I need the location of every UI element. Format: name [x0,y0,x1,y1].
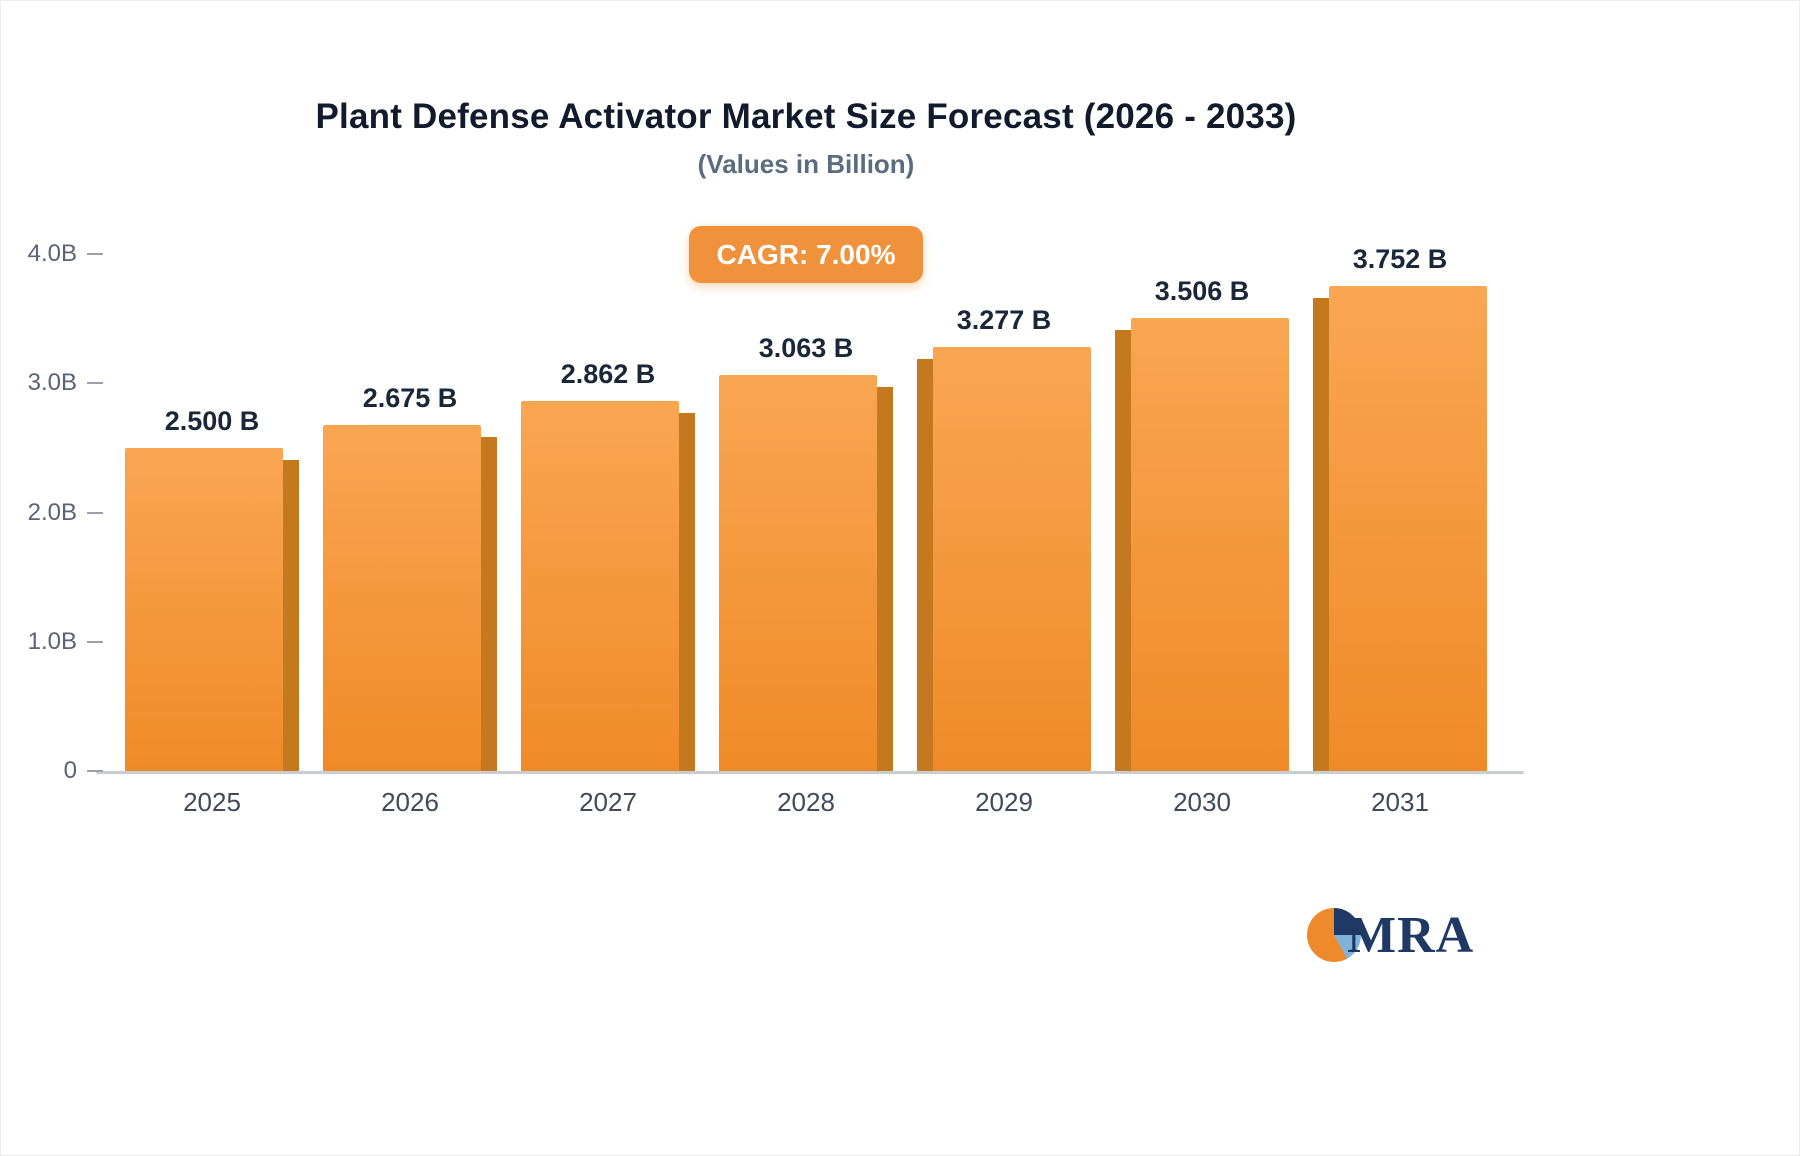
bar [1131,317,1289,771]
y-axis-tick-mark [87,511,103,514]
y-axis-tick-label: 1.0B [27,627,77,655]
logo-text: MRA [1347,906,1475,964]
x-axis-label: 2031 [1371,787,1429,817]
cagr-badge: CAGR: 7.00% [689,226,923,283]
bar [933,347,1091,771]
x-axis-label: 2025 [183,787,241,817]
x-axis-label: 2027 [579,787,637,817]
bar-value-label: 3.506 B [1154,275,1250,306]
y-axis-tick-mark [87,770,103,772]
bar-side-face [917,359,933,771]
bar-side-face [283,459,299,771]
y-axis-tick-mark [87,253,103,255]
bar [1329,286,1487,771]
x-axis-label: 2030 [1173,787,1231,817]
y-axis-tick-label: 4.0B [27,240,77,267]
brand-logo: MRA [1307,903,1487,967]
x-axis-label: 2028 [777,787,835,817]
bar-value-label: 3.752 B [1352,244,1448,275]
bar [125,447,283,771]
x-axis-label: 2029 [975,787,1033,817]
bar-value-label: 3.277 B [956,305,1052,336]
bar-value-label: 2.675 B [362,383,458,414]
bar-value-label: 2.862 B [560,359,656,390]
y-axis-tick-mark [87,382,103,385]
chart-subtitle: (Values in Billion) [697,149,915,179]
x-axis-label: 2026 [381,787,439,817]
bar-side-face [1115,329,1131,771]
y-axis-tick-mark [87,640,103,643]
chart-title: Plant Defense Activator Market Size Fore… [315,97,1297,136]
y-axis-tick-label: 2.0B [27,498,77,526]
bar-side-face [1313,298,1329,771]
logo-pie-icon [1307,908,1361,962]
bar [521,401,679,771]
y-axis-tick-label: 0 [63,757,77,784]
y-axis-tick-label: 3.0B [27,369,77,397]
x-axis-baseline [96,771,1524,774]
bar-side-face [679,413,695,771]
bar [323,425,481,771]
bar-side-face [877,387,893,771]
bar-side-face [481,437,497,771]
bar [719,375,877,771]
bar-value-label: 3.063 B [758,333,854,364]
bar-value-label: 2.500 B [164,405,260,436]
